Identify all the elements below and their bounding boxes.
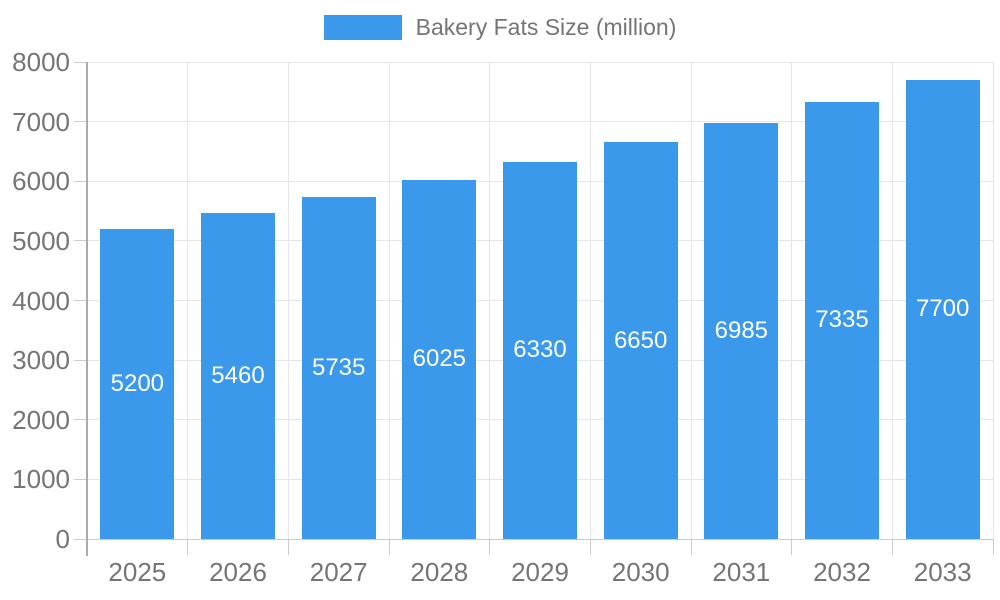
x-tick: [287, 539, 289, 555]
v-gridline: [489, 62, 491, 539]
bar: [301, 197, 376, 539]
legend-item[interactable]: Bakery Fats Size (million): [0, 14, 1000, 41]
bar: [704, 122, 779, 539]
x-axis-label: 2031: [712, 557, 771, 587]
v-gridline: [589, 62, 591, 539]
bar: [503, 161, 577, 539]
x-axis-label: 2025: [108, 557, 167, 587]
x-axis-line: [87, 538, 993, 540]
y-axis-label: 1000: [12, 464, 70, 495]
y-tick: [74, 240, 87, 242]
bar-value-label: 7700: [915, 295, 970, 323]
x-tick: [791, 539, 793, 555]
y-tick: [74, 538, 87, 540]
x-axis-label: 2028: [410, 557, 469, 587]
y-axis-label: 8000: [12, 47, 70, 77]
x-tick: [589, 539, 591, 555]
bar-value-label: 7335: [815, 306, 869, 334]
y-axis-label: 4000: [12, 285, 70, 316]
x-axis-label: 2030: [611, 557, 670, 587]
bar-value-label: 6025: [412, 345, 467, 373]
bar: [201, 213, 275, 539]
y-tick: [74, 180, 87, 182]
x-axis-label: 2033: [913, 557, 972, 587]
legend-label: Bakery Fats Size (million): [415, 14, 677, 40]
y-axis-label: 6000: [12, 166, 70, 197]
v-gridline: [388, 62, 390, 539]
x-tick: [690, 539, 692, 555]
h-gridline: [87, 121, 993, 123]
y-tick: [74, 121, 87, 123]
h-gridline: [87, 61, 993, 63]
bar-value-label: 5200: [110, 369, 165, 397]
y-tick: [74, 359, 87, 361]
y-axis-label: 0: [55, 524, 70, 554]
y-tick: [74, 478, 87, 480]
y-axis-line: [86, 62, 88, 556]
v-gridline: [791, 62, 793, 539]
y-axis-label: 5000: [12, 225, 70, 256]
y-axis-label: 7000: [12, 106, 70, 137]
y-tick: [74, 419, 87, 421]
y-tick: [74, 300, 87, 301]
v-gridline: [891, 62, 893, 539]
bar: [100, 228, 175, 539]
x-axis-label: 2027: [309, 557, 368, 587]
y-tick: [74, 61, 87, 63]
v-gridline: [187, 62, 189, 539]
bar: [805, 101, 879, 539]
bar: [402, 179, 477, 539]
bar-value-label: 6985: [714, 316, 769, 344]
v-gridline: [287, 62, 289, 539]
bar-value-label: 5460: [211, 362, 265, 390]
v-gridline: [992, 62, 994, 539]
bar: [603, 142, 678, 539]
bar: [905, 79, 980, 539]
bar-value-label: 6330: [513, 336, 567, 364]
legend-swatch: [323, 15, 402, 40]
x-tick: [388, 539, 390, 555]
y-axis-label: 2000: [12, 404, 70, 435]
x-tick: [187, 539, 189, 555]
x-axis-label: 2029: [511, 557, 569, 587]
y-axis-label: 3000: [12, 345, 70, 376]
v-gridline: [690, 62, 692, 539]
bar-value-label: 5735: [311, 354, 366, 382]
x-tick: [489, 539, 491, 555]
x-axis-label: 2032: [813, 557, 871, 587]
x-axis-label: 2026: [209, 557, 267, 587]
x-tick: [992, 539, 994, 555]
bar-value-label: 6650: [613, 326, 668, 354]
x-tick: [891, 539, 893, 555]
